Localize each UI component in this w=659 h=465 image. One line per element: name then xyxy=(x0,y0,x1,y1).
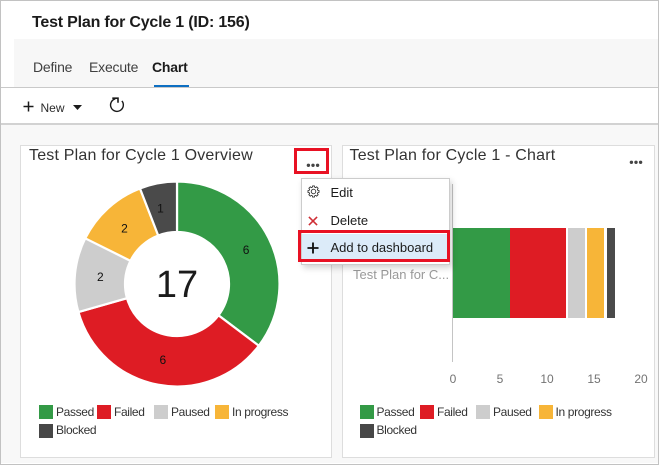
svg-text:2: 2 xyxy=(121,222,128,236)
svg-text:6: 6 xyxy=(243,243,250,257)
svg-text:17: 17 xyxy=(156,264,198,306)
svg-text:1: 1 xyxy=(157,202,164,216)
svg-text:2: 2 xyxy=(97,270,104,284)
svg-text:6: 6 xyxy=(159,353,166,367)
